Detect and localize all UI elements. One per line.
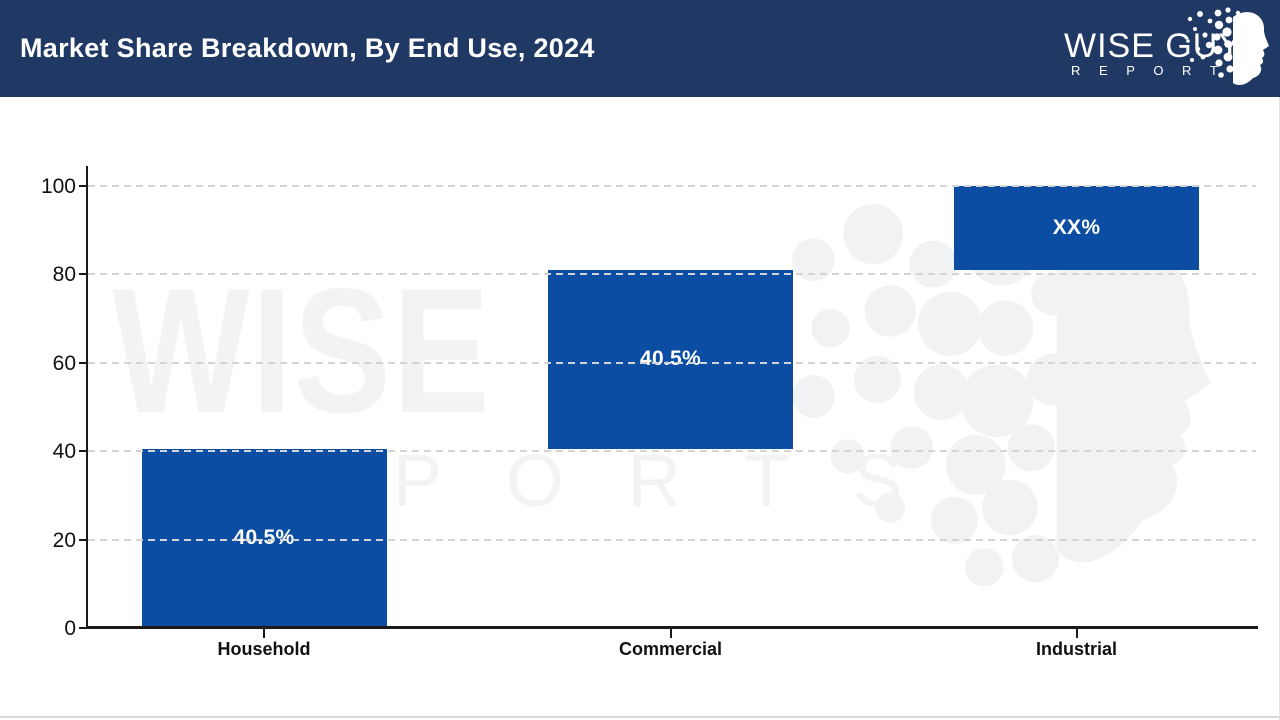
gridline-y-80	[88, 273, 1256, 276]
wise-guy-logo: WISE GUY R E P O R T S	[1022, 5, 1272, 93]
bar-industrial[interactable]: XX%	[954, 186, 1199, 270]
y-tick-label: 80	[52, 263, 76, 287]
gridline-y-40	[88, 450, 1256, 453]
x-axis-line	[86, 626, 1258, 629]
y-tick-label: 20	[52, 528, 76, 552]
gridline-y-60	[88, 361, 1256, 364]
x-category-label-commercial: Commercial	[618, 639, 723, 659]
y-tick-mark	[79, 538, 87, 541]
page-title: Market Share Breakdown, By End Use, 2024	[20, 33, 595, 63]
logo-subtitle: R E P O R T S	[1071, 62, 1253, 78]
watermark-wise-text: WISE	[112, 251, 492, 450]
y-tick-label: 40	[52, 440, 76, 464]
x-tick-mark	[669, 629, 672, 638]
x-tick-mark	[1075, 629, 1078, 638]
bar-value-label: 40.5%	[233, 526, 295, 550]
y-tick-mark	[79, 450, 87, 453]
y-tick-mark	[79, 627, 87, 629]
x-category-label-industrial: Industrial	[1035, 639, 1117, 659]
y-axis-line	[86, 166, 88, 629]
logo-face-icon	[1186, 6, 1269, 85]
bar-household[interactable]: 40.5%	[141, 448, 387, 628]
y-tick-label: 60	[52, 351, 76, 375]
y-tick-label: 100	[40, 175, 76, 198]
header-bar: Market Share Breakdown, By End Use, 2024…	[0, 0, 1280, 97]
x-tick-mark	[263, 629, 265, 638]
y-tick-mark	[79, 361, 87, 364]
bar-value-label: XX%	[1052, 215, 1101, 239]
y-tick-mark	[79, 273, 87, 276]
bar-commercial[interactable]: 40.5%	[548, 269, 793, 449]
bottom-border-line	[0, 716, 1280, 718]
bar-value-label: 40.5%	[639, 347, 702, 371]
gridline-y-20	[88, 538, 1256, 541]
gridline-y-100	[88, 185, 1256, 187]
y-tick-label: 0	[64, 617, 76, 640]
x-category-label-household: Household	[217, 639, 311, 659]
y-tick-mark	[79, 185, 87, 187]
